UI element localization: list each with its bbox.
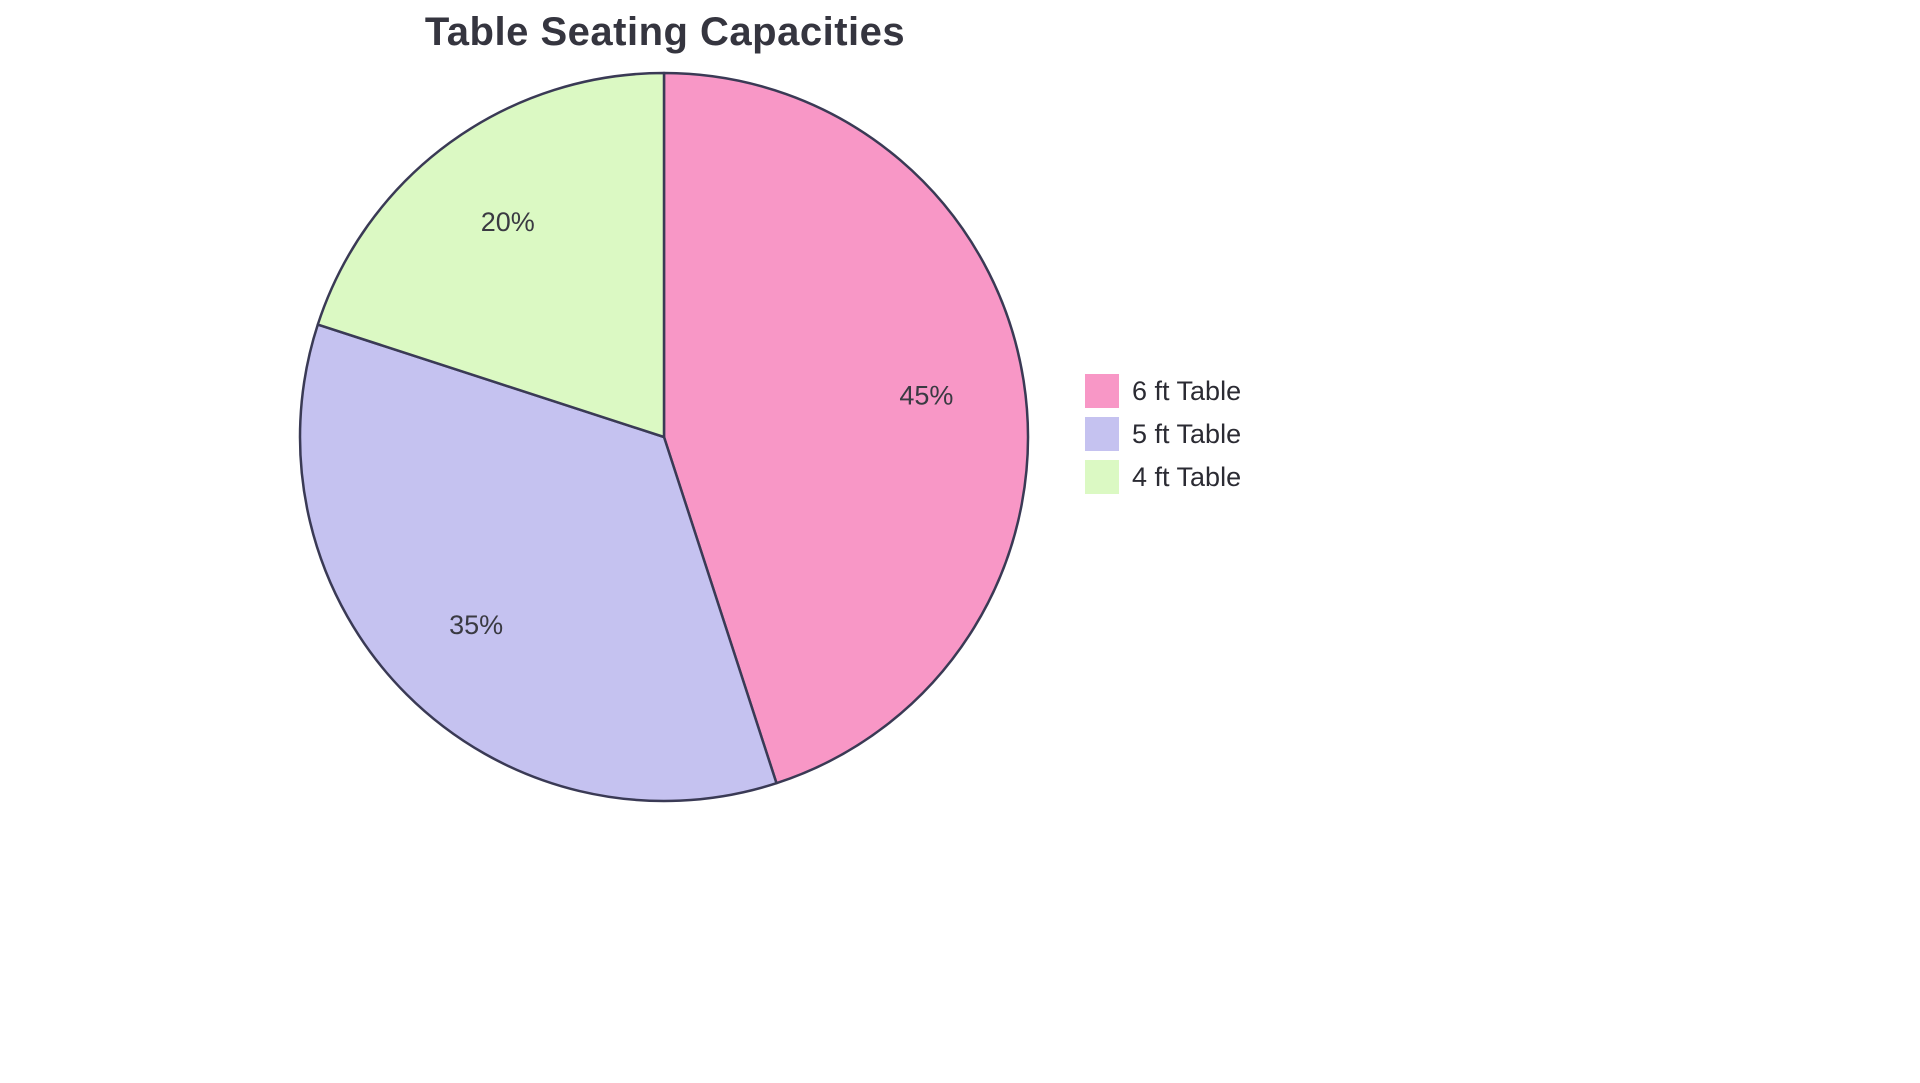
pie-slice-4-ft-table	[316, 71, 666, 439]
legend-swatch	[1085, 417, 1119, 451]
legend-label: 6 ft Table	[1132, 375, 1242, 406]
slice-percent-label: 35%	[449, 610, 503, 640]
legend-item: 6 ft Table	[1085, 374, 1241, 408]
pie-slice-6-ft-table	[662, 71, 1030, 785]
legend: 6 ft Table 5 ft Table 4 ft Table	[1085, 374, 1241, 503]
legend-label: 5 ft Table	[1132, 418, 1242, 449]
slice-percent-label: 20%	[481, 207, 535, 237]
pie-slice-5-ft-table	[298, 323, 778, 803]
legend-item: 4 ft Table	[1085, 460, 1241, 494]
legend-swatch	[1085, 460, 1119, 494]
legend-label: 4 ft Table	[1132, 461, 1242, 492]
chart-title: Table Seating Capacities	[424, 10, 906, 54]
legend-item: 5 ft Table	[1085, 417, 1241, 451]
slice-percent-label: 45%	[899, 380, 953, 410]
legend-swatch	[1085, 374, 1119, 408]
